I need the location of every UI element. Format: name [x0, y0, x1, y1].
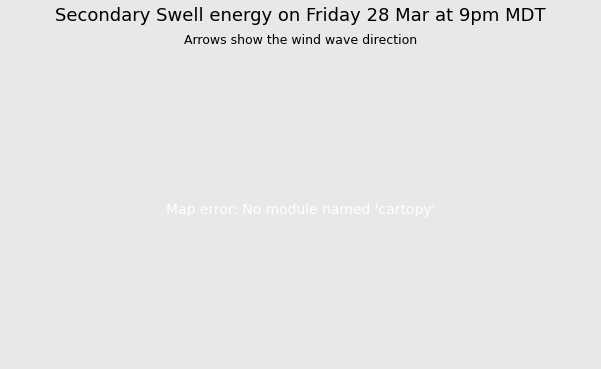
Text: Arrows show the wind wave direction: Arrows show the wind wave direction	[184, 34, 417, 47]
Text: Secondary Swell energy on Friday 28 Mar at 9pm MDT: Secondary Swell energy on Friday 28 Mar …	[55, 7, 546, 25]
Text: Map error: No module named 'cartopy': Map error: No module named 'cartopy'	[166, 203, 435, 217]
